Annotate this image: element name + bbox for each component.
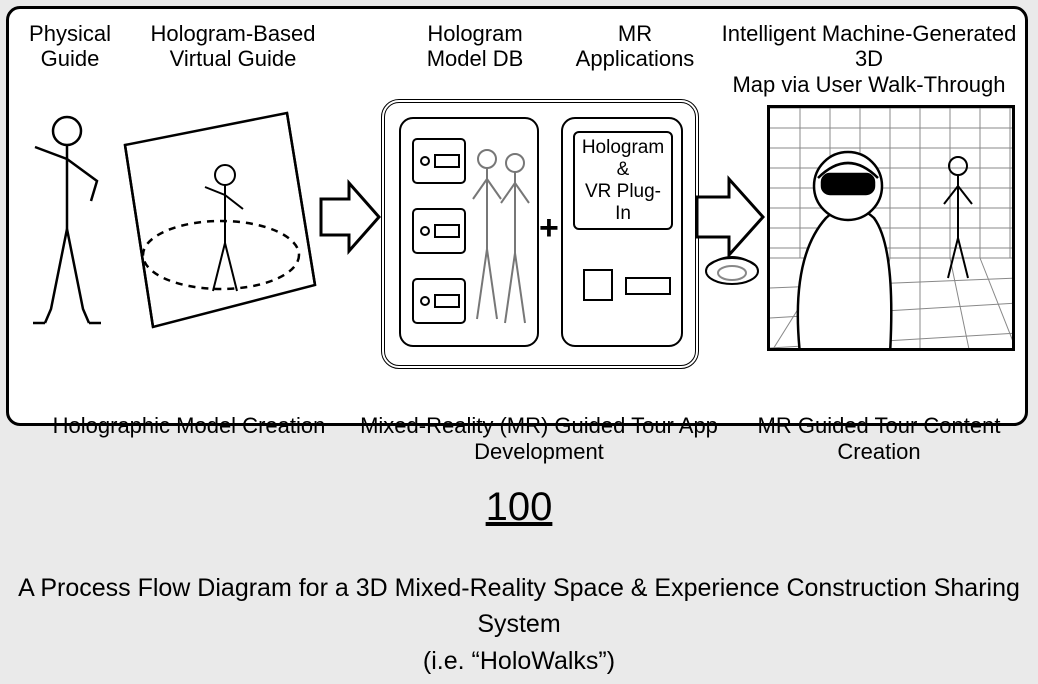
label-hologram-virtual-guide: Hologram-BasedVirtual Guide bbox=[133, 21, 333, 72]
flow-arrow-2 bbox=[695, 173, 767, 261]
3d-grid-scene-icon bbox=[770, 108, 1015, 351]
label-mr-content-creation: MR Guided Tour Content Creation bbox=[729, 413, 1029, 465]
top-labels: PhysicalGuide Hologram-BasedVirtual Guid… bbox=[9, 21, 1025, 85]
app-widget-1 bbox=[583, 269, 613, 301]
arrow-right-icon bbox=[695, 173, 767, 261]
caption-line-1: A Process Flow Diagram for a 3D Mixed-Re… bbox=[18, 574, 1020, 638]
diagram-frame: PhysicalGuide Hologram-BasedVirtual Guid… bbox=[6, 6, 1028, 426]
physical-guide-figure bbox=[27, 109, 107, 329]
label-mr-tour-dev: Mixed-Reality (MR) Guided Tour App Devel… bbox=[339, 413, 739, 465]
mr-app-box: Hologram &VR Plug-In bbox=[561, 117, 683, 347]
hologram-chamber bbox=[117, 105, 323, 335]
label-hologram-model-db: HologramModel DB bbox=[405, 21, 545, 72]
plugin-label: Hologram &VR Plug-In bbox=[573, 131, 673, 230]
hologram-chamber-icon bbox=[117, 105, 323, 335]
label-intelligent-3d-map: Intelligent Machine-Generated 3DMap via … bbox=[709, 21, 1029, 97]
headset-icon bbox=[703, 251, 761, 289]
hologram-db-box bbox=[399, 117, 539, 347]
person-icon bbox=[27, 109, 107, 329]
label-physical-guide: PhysicalGuide bbox=[15, 21, 125, 72]
figure-caption: A Process Flow Diagram for a 3D Mixed-Re… bbox=[0, 570, 1038, 679]
flow-arrow-1 bbox=[319, 179, 381, 255]
reference-number: 100 bbox=[0, 485, 1038, 530]
mr-3d-map-panel bbox=[767, 105, 1015, 351]
plus-icon: + bbox=[539, 209, 559, 248]
arrow-right-icon bbox=[319, 179, 381, 255]
caption-line-2: (i.e. “HoloWalks”) bbox=[423, 647, 615, 675]
mr-headset bbox=[703, 251, 761, 289]
label-mr-applications: MRApplications bbox=[565, 21, 705, 72]
db-rack-icon bbox=[401, 119, 541, 349]
app-widget-2 bbox=[625, 277, 671, 295]
label-holo-model-creation: Holographic Model Creation bbox=[39, 413, 339, 439]
